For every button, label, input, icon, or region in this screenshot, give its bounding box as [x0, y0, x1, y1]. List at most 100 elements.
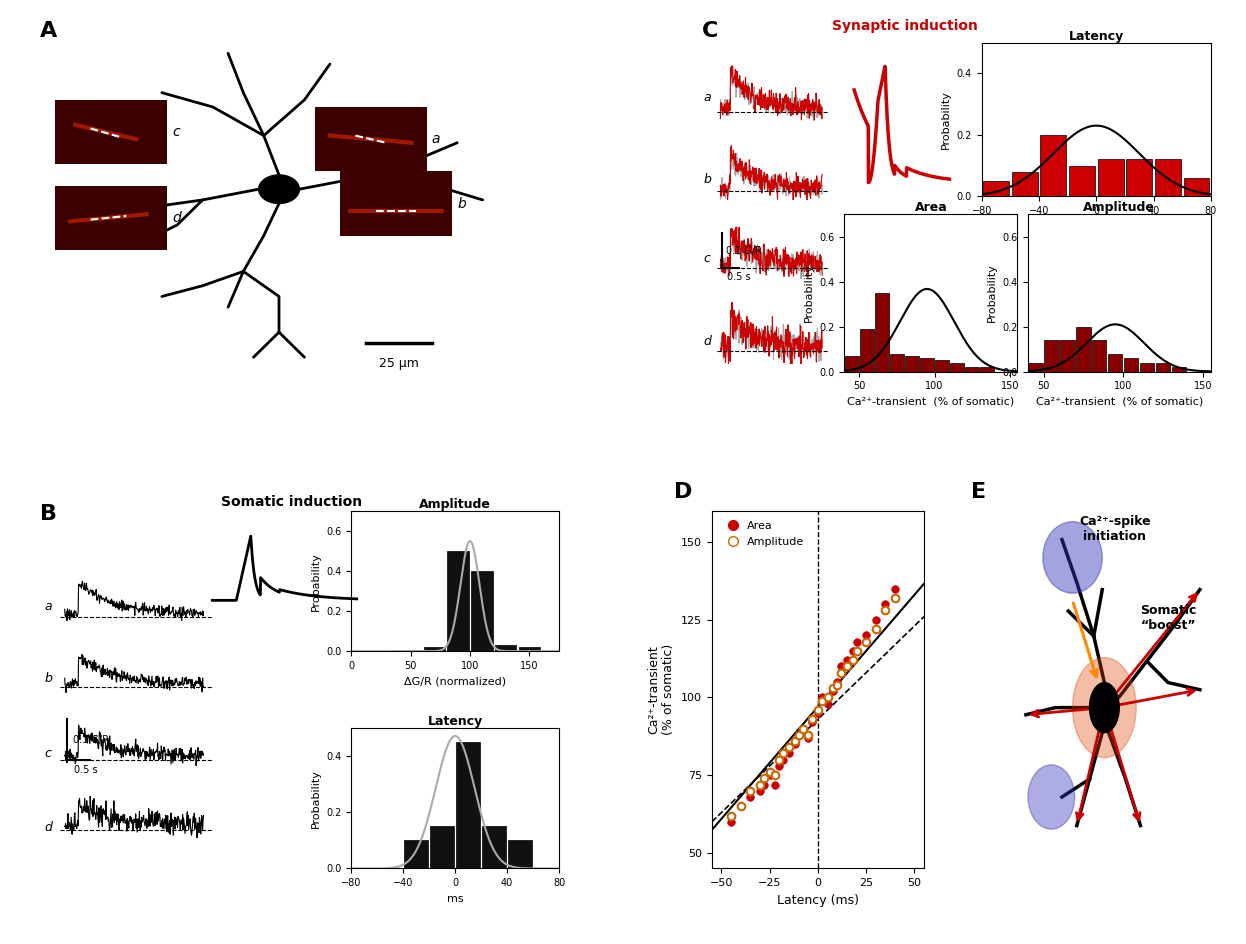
- FancyBboxPatch shape: [55, 100, 167, 164]
- Bar: [495, 645, 516, 651]
- Text: 0.5 s: 0.5 s: [74, 765, 97, 775]
- Point: [731, 799, 751, 814]
- Point: [817, 690, 837, 705]
- Ellipse shape: [1043, 522, 1103, 593]
- Text: B: B: [40, 504, 56, 524]
- Y-axis label: Probability: Probability: [941, 90, 951, 149]
- Point: [760, 767, 780, 783]
- Text: C: C: [701, 21, 718, 42]
- Text: b: b: [457, 196, 466, 211]
- Point: [792, 721, 812, 736]
- Point: [856, 634, 876, 649]
- Bar: [1069, 165, 1095, 196]
- Text: a: a: [704, 92, 711, 104]
- Point: [885, 590, 905, 605]
- Text: A: A: [40, 21, 57, 42]
- Point: [856, 628, 876, 643]
- Text: c: c: [172, 125, 179, 139]
- Point: [827, 678, 847, 693]
- Bar: [875, 293, 888, 372]
- Bar: [860, 329, 873, 372]
- Text: b: b: [704, 173, 711, 186]
- Point: [785, 736, 805, 751]
- Point: [824, 681, 844, 696]
- Point: [837, 659, 857, 674]
- Point: [807, 705, 827, 720]
- Text: 25 μm: 25 μm: [379, 357, 419, 370]
- Title: Latency: Latency: [1069, 29, 1124, 42]
- Point: [740, 784, 760, 799]
- Point: [799, 731, 819, 746]
- Text: 0.5 s: 0.5 s: [728, 272, 751, 282]
- Bar: [1012, 172, 1038, 196]
- Text: d: d: [172, 211, 181, 225]
- Bar: [845, 356, 858, 372]
- Bar: [951, 362, 964, 372]
- Point: [802, 715, 822, 730]
- Bar: [1126, 160, 1153, 196]
- Title: Amplitude: Amplitude: [1083, 201, 1155, 214]
- Point: [812, 690, 832, 705]
- Point: [750, 777, 770, 792]
- Text: a: a: [45, 599, 52, 613]
- Bar: [1044, 340, 1059, 372]
- Text: d: d: [704, 335, 711, 348]
- Point: [769, 758, 789, 773]
- Bar: [1124, 358, 1139, 372]
- Ellipse shape: [1028, 765, 1075, 829]
- Bar: [430, 826, 454, 868]
- Bar: [1093, 340, 1106, 372]
- Bar: [1140, 362, 1154, 372]
- Bar: [890, 354, 903, 372]
- Text: Synaptic induction: Synaptic induction: [832, 19, 978, 33]
- Text: Somatic induction: Somatic induction: [221, 495, 363, 509]
- X-axis label: Ca²⁺-transient  (% of somatic): Ca²⁺-transient (% of somatic): [847, 396, 1014, 407]
- Text: Somatic
“boost”: Somatic “boost”: [1140, 604, 1196, 632]
- X-axis label: ms: ms: [447, 894, 464, 903]
- X-axis label: ΔG/R (normalized): ΔG/R (normalized): [404, 677, 506, 686]
- Bar: [424, 648, 445, 651]
- Title: Area: Area: [915, 201, 947, 214]
- Point: [721, 808, 741, 823]
- Point: [779, 740, 799, 755]
- Y-axis label: Probability: Probability: [310, 551, 320, 611]
- Circle shape: [1089, 683, 1119, 733]
- Point: [765, 767, 785, 783]
- Y-axis label: Ca²⁺-transient
(% of somatic): Ca²⁺-transient (% of somatic): [648, 644, 675, 735]
- Point: [750, 784, 770, 799]
- Bar: [983, 181, 1009, 196]
- Bar: [1077, 327, 1090, 372]
- Ellipse shape: [1073, 658, 1136, 758]
- Text: Ca²⁺-spike
initiation: Ca²⁺-spike initiation: [1079, 514, 1151, 543]
- FancyBboxPatch shape: [315, 107, 426, 171]
- Title: Latency: Latency: [427, 716, 482, 728]
- Point: [792, 721, 812, 736]
- Bar: [518, 648, 540, 651]
- Point: [774, 752, 794, 767]
- Point: [754, 777, 774, 792]
- Point: [740, 789, 760, 804]
- X-axis label: Ca²⁺-transient  (% of somatic): Ca²⁺-transient (% of somatic): [1035, 396, 1202, 407]
- Point: [774, 746, 794, 761]
- Bar: [1171, 367, 1186, 372]
- Point: [876, 597, 896, 612]
- Text: D: D: [674, 482, 692, 502]
- Bar: [906, 356, 918, 372]
- Point: [789, 727, 809, 742]
- Point: [831, 666, 851, 681]
- Point: [807, 702, 827, 717]
- Text: 0.1 G/R: 0.1 G/R: [72, 734, 108, 745]
- Text: b: b: [45, 672, 52, 685]
- Point: [769, 752, 789, 767]
- Point: [837, 652, 857, 667]
- Bar: [1060, 340, 1074, 372]
- Bar: [405, 840, 427, 868]
- X-axis label: ms: ms: [1088, 222, 1105, 231]
- Point: [802, 712, 822, 727]
- Point: [721, 815, 741, 830]
- Text: E: E: [971, 482, 986, 502]
- Circle shape: [259, 175, 299, 204]
- FancyBboxPatch shape: [55, 186, 167, 250]
- Point: [842, 652, 862, 667]
- Bar: [1155, 160, 1181, 196]
